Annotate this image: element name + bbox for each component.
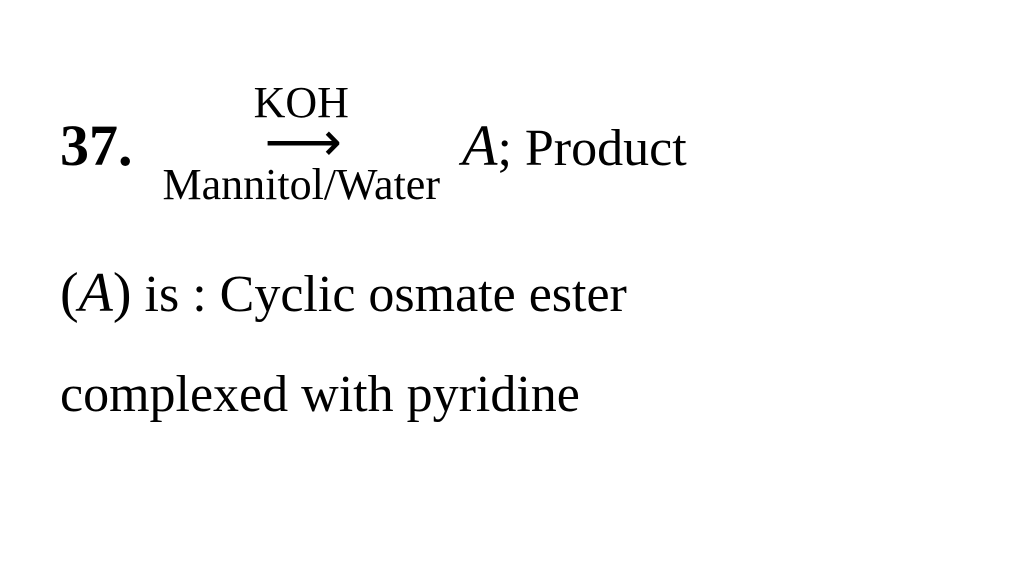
answer-symbol-A: A (79, 262, 113, 324)
product-symbol: A (462, 113, 497, 178)
product-text: ; Product (497, 120, 686, 177)
paren-open: ( (60, 262, 79, 324)
reaction-arrow-block: KOH ⟶ Mannitol/Water (163, 80, 441, 211)
answer-line-1: (A) is : Cyclic osmate ester (60, 261, 984, 325)
reaction-line: 37. KOH ⟶ Mannitol/Water A; Product (60, 80, 984, 211)
question-number: 37. (60, 117, 133, 175)
paren-close: ) (113, 262, 132, 324)
product-label: A; Product (462, 117, 687, 175)
answer-line-2: complexed with pyridine (60, 365, 984, 424)
answer-line-1-text: is : Cyclic osmate ester (132, 266, 627, 323)
reaction-arrow-icon: ⟶ (265, 126, 338, 158)
arrow-bottom-label: Mannitol/Water (163, 159, 441, 212)
question-page: 37. KOH ⟶ Mannitol/Water A; Product (A) … (0, 0, 1024, 577)
